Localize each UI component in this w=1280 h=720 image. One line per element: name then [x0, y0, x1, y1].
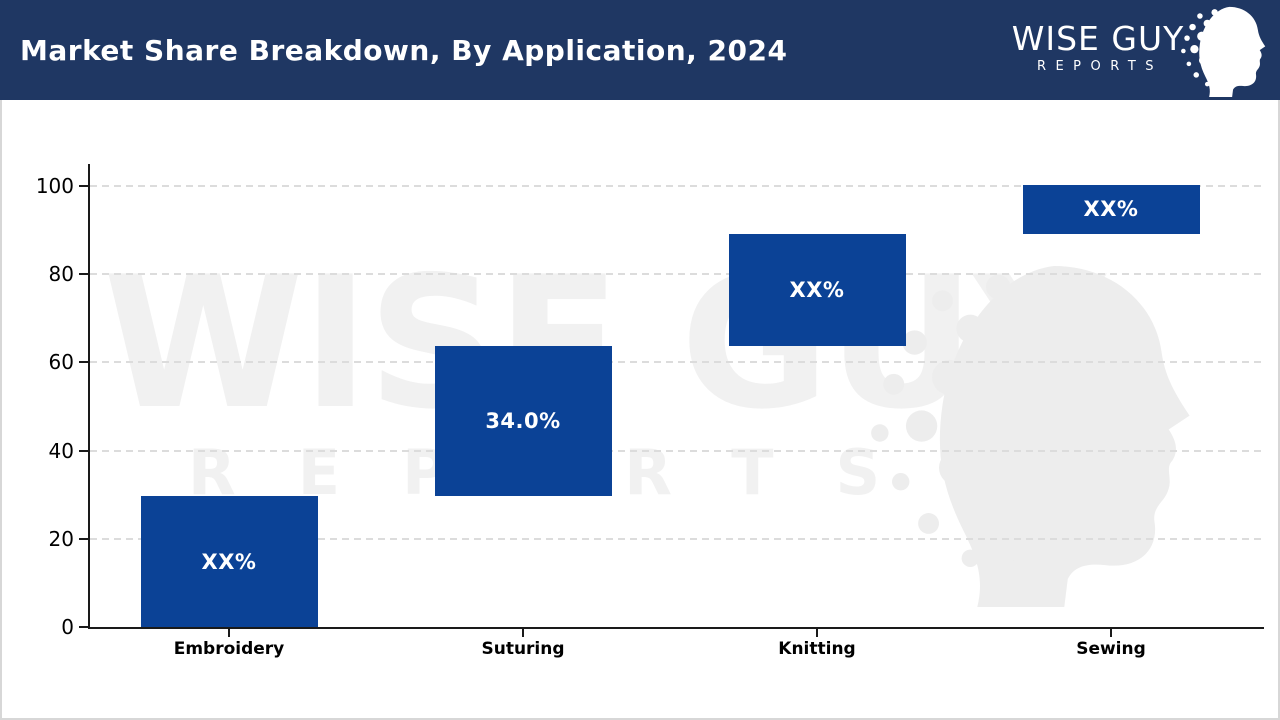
bar-sewing: XX%: [1022, 185, 1200, 234]
x-category-label-sewing: Sewing: [1076, 639, 1146, 659]
x-tick-mark-knitting: [816, 629, 818, 637]
logo-head-icon: [1181, 6, 1266, 97]
y-tick-label-100: 100: [35, 174, 74, 198]
y-tick-mark-60: [79, 361, 88, 364]
wise-guy-reports-logo: WISE GUY REPORTS: [1008, 0, 1268, 100]
y-tick-label-60: 60: [48, 350, 74, 375]
page-title: Market Share Breakdown, By Application, …: [20, 33, 788, 67]
logo-text: WISE GUY REPORTS: [1008, 22, 1188, 74]
bar-value-label-embroidery: XX%: [201, 549, 257, 574]
logo-wiseguy-label: WISE GUY: [1011, 19, 1185, 58]
y-tick-label-40: 40: [48, 438, 74, 463]
y-tick-label-20: 20: [48, 526, 74, 551]
x-category-label-suturing: Suturing: [481, 639, 565, 659]
x-tick-mark-sewing: [1110, 629, 1112, 637]
y-tick-mark-80: [79, 273, 88, 276]
y-axis-line: [88, 164, 90, 629]
y-tick-mark-40: [79, 449, 88, 452]
y-tick-label-80: 80: [48, 262, 74, 287]
x-category-label-embroidery: Embroidery: [173, 639, 285, 659]
x-axis-line: [88, 627, 1264, 629]
y-tick-label-0: 0: [61, 615, 74, 639]
bar-value-label-knitting: XX%: [789, 277, 845, 302]
y-tick-mark-20: [79, 537, 88, 540]
y-tick-mark-0: [79, 626, 88, 628]
watermark-head-icon: [871, 265, 1190, 607]
x-tick-mark-suturing: [522, 629, 524, 637]
header-bar: Market Share Breakdown, By Application, …: [0, 0, 1280, 100]
y-gridline-80: [90, 273, 1264, 276]
x-tick-mark-embroidery: [228, 629, 230, 637]
y-tick-mark-100: [79, 185, 88, 187]
watermark: WISE GUY REPORTS: [0, 100, 1280, 720]
bar-value-label-suturing: 34.0%: [485, 409, 561, 434]
y-gridline-20: [90, 537, 1264, 540]
y-gridline-100: [90, 185, 1264, 187]
x-category-label-knitting: Knitting: [778, 639, 856, 659]
y-gridline-60: [90, 361, 1264, 364]
bar-knitting: XX%: [728, 233, 906, 347]
bar-value-label-sewing: XX%: [1083, 197, 1139, 222]
y-gridline-40: [90, 449, 1264, 452]
bar-suturing: 34.0%: [434, 346, 612, 497]
bar-embroidery: XX%: [140, 496, 318, 627]
logo-reports-label: REPORTS: [1036, 59, 1164, 74]
